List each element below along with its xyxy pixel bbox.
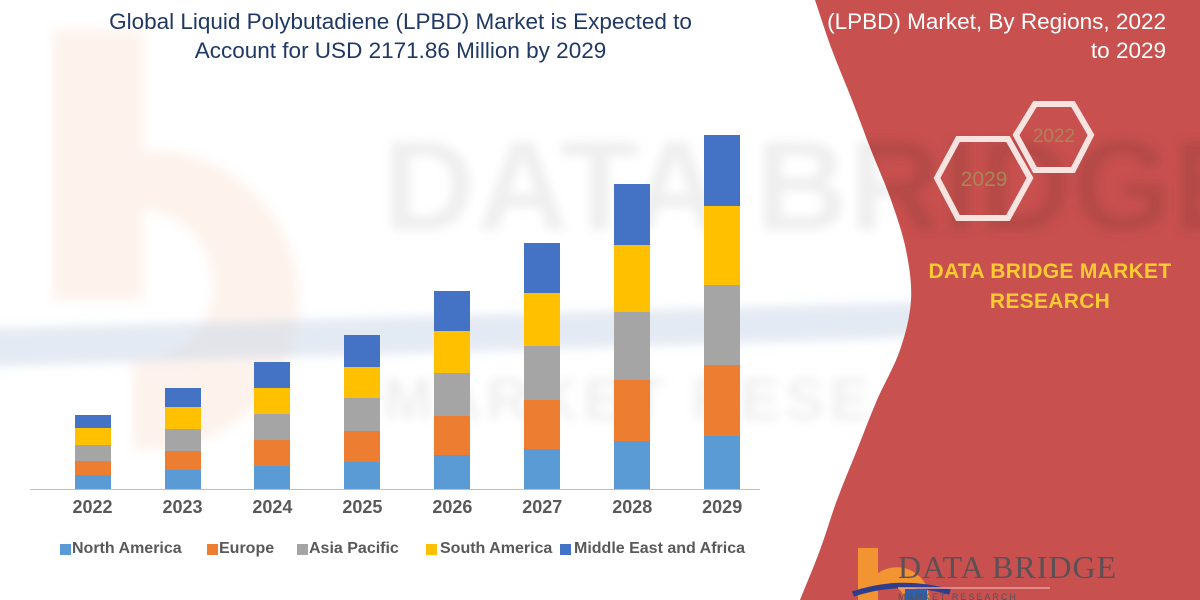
svg-text:DATA BRIDGE: DATA BRIDGE: [898, 549, 1117, 585]
svg-text:MARKET RESEARCH: MARKET RESEARCH: [898, 592, 1018, 600]
